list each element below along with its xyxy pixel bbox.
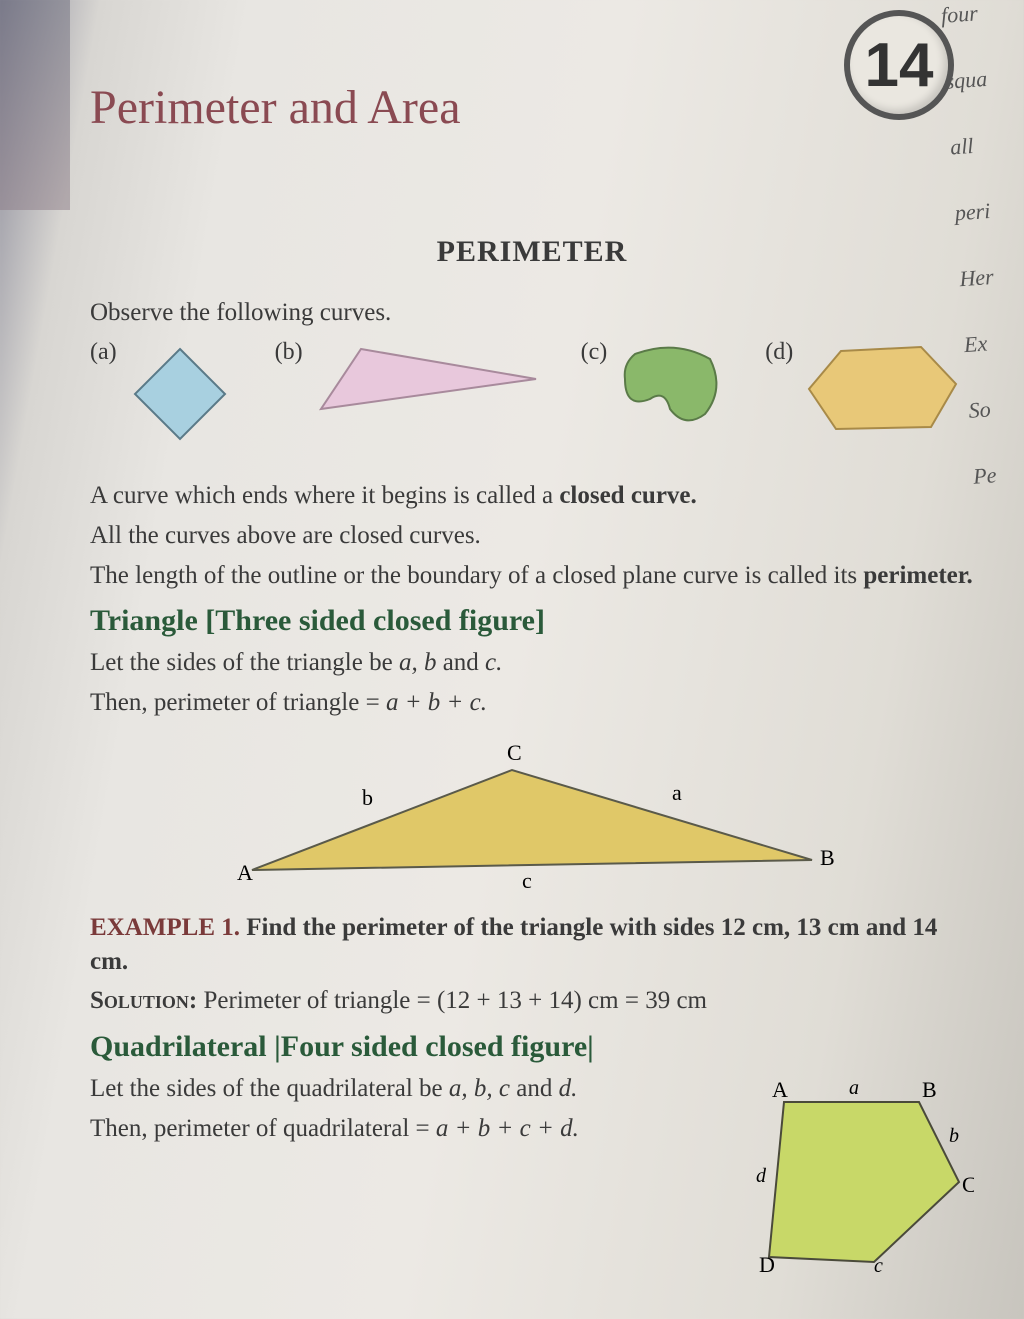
solution-word: Solution:	[90, 987, 197, 1014]
q-l1b: and	[510, 1075, 559, 1102]
blob-icon	[615, 339, 725, 429]
triangle-icon	[311, 339, 541, 419]
q-l2f: a + b + c + d.	[436, 1115, 579, 1142]
shape-b: (b)	[275, 339, 541, 419]
quadrilateral-diagram: A B C D a b c d	[744, 1072, 974, 1272]
triangle-figure: A B C b a c	[90, 730, 974, 895]
tri-l1c: c.	[485, 649, 502, 676]
para3-bold: perimeter.	[863, 562, 972, 589]
para3-a: The length of the outline or the boundar…	[90, 562, 863, 589]
quad-line1: Let the sides of the quadrilateral be a,…	[90, 1072, 724, 1106]
shape-d-label: (d)	[765, 339, 793, 366]
solution1-text: Perimeter of triangle = (12 + 13 + 14) c…	[197, 987, 707, 1014]
para1-bold: closed curve.	[559, 482, 696, 509]
margin-note: all	[949, 130, 1021, 161]
margin-note: four	[940, 0, 1012, 29]
tri-l1b: and	[436, 649, 485, 676]
quad-text: Let the sides of the quadrilateral be a,…	[90, 1072, 724, 1272]
chapter-title: Perimeter and Area	[90, 80, 974, 135]
quad-label-D: D	[759, 1252, 775, 1272]
shape-d: (d)	[765, 339, 961, 439]
q-l1a: Let the sides of the quadrilateral be	[90, 1075, 449, 1102]
q-l1v: a, b, c	[449, 1075, 510, 1102]
shape-a: (a)	[90, 339, 235, 449]
margin-note: Her	[959, 261, 1024, 292]
tri-l2a: Then, perimeter of triangle =	[90, 689, 386, 716]
shape-c: (c)	[581, 339, 726, 429]
quad-row: Let the sides of the quadrilateral be a,…	[90, 1072, 974, 1272]
quad-side-d: d	[756, 1165, 767, 1187]
example1: EXAMPLE 1. Find the perimeter of the tri…	[90, 911, 974, 979]
quad-label-B: B	[922, 1077, 937, 1102]
triangle-heading: Triangle [Three sided closed figure]	[90, 604, 974, 638]
shape-a-label: (a)	[90, 339, 117, 366]
para1-a: A curve which ends where it begins is ca…	[90, 482, 559, 509]
quad-side-a: a	[849, 1077, 859, 1099]
para2: All the curves above are closed curves.	[90, 519, 974, 553]
solution1: Solution: Perimeter of triangle = (12 + …	[90, 984, 974, 1018]
margin-note: squa	[945, 64, 1017, 95]
quad-label-A: A	[772, 1077, 788, 1102]
margin-note: Ex	[963, 327, 1024, 358]
hexagon-icon	[801, 339, 961, 439]
q-l1d: d.	[559, 1075, 578, 1102]
quad-side-c: c	[874, 1255, 883, 1272]
quad-line2: Then, perimeter of quadrilateral = a + b…	[90, 1112, 724, 1146]
tri-l1a: Let the sides of the triangle be	[90, 649, 399, 676]
tri-label-c-side: c	[522, 868, 532, 890]
triangle-line1: Let the sides of the triangle be a, b an…	[90, 646, 974, 680]
margin-note: So	[968, 393, 1024, 424]
quad-label-C: C	[962, 1172, 974, 1197]
chapter-number: 14	[844, 10, 954, 120]
tri-l1v: a, b	[399, 649, 437, 676]
textbook-page: 14 Perimeter and Area PERIMETER Observe …	[40, 0, 1014, 1312]
diamond-icon	[125, 339, 235, 449]
closed-curve-def: A curve which ends where it begins is ca…	[90, 479, 974, 513]
margin-note: Pe	[972, 459, 1024, 490]
triangle-diagram: A B C b a c	[212, 730, 852, 890]
quad-side-b: b	[949, 1125, 959, 1147]
margin-note: peri	[954, 196, 1024, 227]
tri-label-B: B	[820, 845, 835, 870]
intro-line: Observe the following curves.	[90, 299, 974, 327]
perimeter-def: The length of the outline or the boundar…	[90, 559, 974, 593]
tri-l2f: a + b + c.	[386, 689, 487, 716]
tri-label-C: C	[507, 740, 522, 765]
q-l2a: Then, perimeter of quadrilateral =	[90, 1115, 436, 1142]
quad-heading: Quadrilateral |Four sided closed figure|	[90, 1030, 974, 1064]
section-heading: PERIMETER	[90, 235, 974, 269]
shapes-row: (a) (b) (c) (d)	[90, 339, 974, 449]
shape-c-label: (c)	[581, 339, 608, 366]
tri-label-b-side: b	[362, 785, 373, 810]
tri-label-a-side: a	[672, 780, 682, 805]
example-word: EXAMPLE 1.	[90, 914, 240, 941]
shape-b-label: (b)	[275, 339, 303, 366]
tri-label-A: A	[237, 860, 253, 885]
triangle-line2: Then, perimeter of triangle = a + b + c.	[90, 686, 974, 720]
